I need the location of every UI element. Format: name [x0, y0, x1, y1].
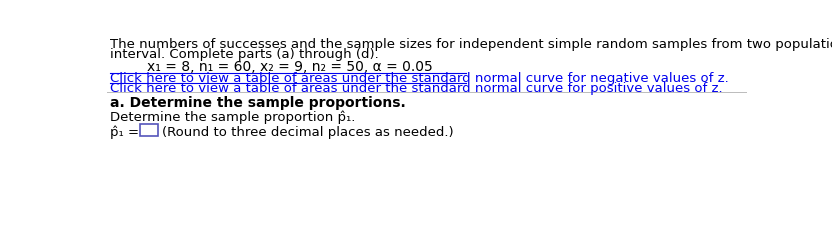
Text: The numbers of successes and the sample sizes for independent simple random samp: The numbers of successes and the sample … — [110, 38, 832, 51]
Text: p̂₁ =: p̂₁ = — [110, 126, 143, 139]
Text: Determine the sample proportion p̂₁.: Determine the sample proportion p̂₁. — [110, 110, 355, 124]
Text: Click here to view a table of areas under the standard normal curve for negative: Click here to view a table of areas unde… — [110, 72, 729, 85]
Text: x₁ = 8, n₁ = 60, x₂ = 9, n₂ = 50, α = 0.05: x₁ = 8, n₁ = 60, x₂ = 9, n₂ = 50, α = 0.… — [146, 59, 433, 74]
Text: (Round to three decimal places as needed.): (Round to three decimal places as needed… — [162, 126, 453, 139]
FancyBboxPatch shape — [140, 124, 158, 136]
Text: interval. Complete parts (a) through (d).: interval. Complete parts (a) through (d)… — [110, 48, 379, 61]
Text: Click here to view a table of areas under the standard normal curve for positive: Click here to view a table of areas unde… — [110, 82, 723, 95]
Text: a. Determine the sample proportions.: a. Determine the sample proportions. — [110, 96, 406, 110]
